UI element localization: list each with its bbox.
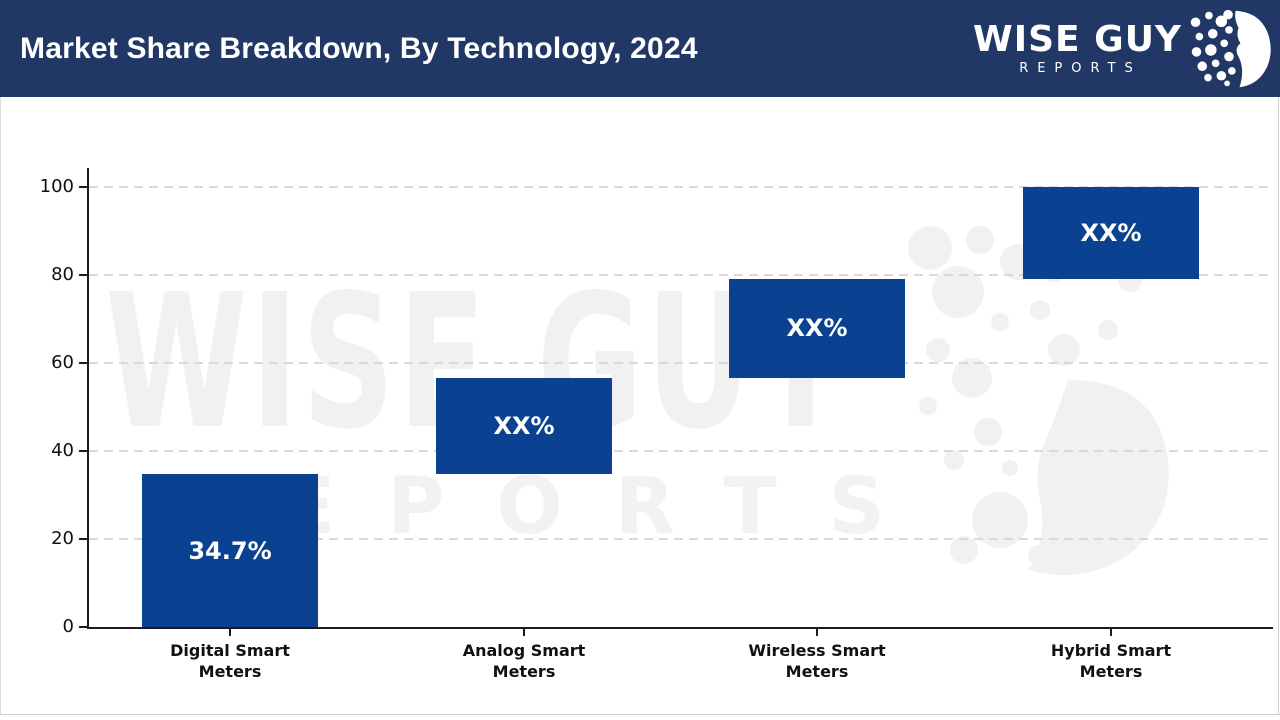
- y-tick-label-100: 100: [39, 176, 74, 197]
- x-tick-2: [816, 629, 818, 636]
- category-label-line: Meters: [492, 662, 556, 681]
- y-tick-label-0: 0: [62, 616, 74, 637]
- category-label-3: Hybrid Smart Meters: [1001, 640, 1221, 682]
- bar-digital-smart-meters: 34.7%: [142, 474, 318, 627]
- category-label-line: Wireless Smart: [748, 641, 886, 660]
- y-tick-100: [79, 186, 87, 188]
- x-tick-3: [1110, 629, 1112, 636]
- category-label-1: Analog Smart Meters: [414, 640, 634, 682]
- bar-value-label: XX%: [1080, 218, 1142, 247]
- y-tick-label-40: 40: [51, 440, 74, 461]
- y-axis: [87, 168, 89, 629]
- x-tick-1: [523, 629, 525, 636]
- page-title: Market Share Breakdown, By Technology, 2…: [20, 31, 698, 65]
- category-label-line: Meters: [1079, 662, 1143, 681]
- y-tick-80: [79, 274, 87, 276]
- frame-border-left: [0, 97, 1, 715]
- brand-logo-subtitle: REPORTS: [1019, 60, 1142, 76]
- category-label-0: Digital Smart Meters: [120, 640, 340, 682]
- bar-wireless-smart-meters: XX%: [729, 278, 905, 378]
- gridline-100: [89, 186, 1273, 188]
- gridline-40: [89, 450, 1273, 452]
- frame-border-bottom: [0, 714, 1280, 715]
- y-tick-label-60: 60: [51, 352, 74, 373]
- brand-logo: WISE GUY REPORTS: [973, 0, 1272, 97]
- brand-logo-name: WISE GUY: [972, 18, 1182, 60]
- y-tick-40: [79, 450, 87, 452]
- gridline-60: [89, 362, 1273, 364]
- y-tick-20: [79, 538, 87, 540]
- bar-hybrid-smart-meters: XX%: [1023, 187, 1199, 279]
- brand-logo-text: WISE GUY REPORTS: [972, 18, 1182, 76]
- category-label-line: Digital Smart: [170, 641, 290, 660]
- y-tick-label-20: 20: [51, 528, 74, 549]
- bar-analog-smart-meters: XX%: [436, 377, 612, 475]
- y-tick-label-80: 80: [51, 264, 74, 285]
- category-label-line: Meters: [198, 662, 262, 681]
- gridline-20: [89, 538, 1273, 540]
- category-label-line: Hybrid Smart: [1050, 641, 1172, 660]
- header-bar: Market Share Breakdown, By Technology, 2…: [0, 0, 1280, 97]
- category-label-line: Analog Smart: [462, 641, 586, 660]
- x-axis: [87, 627, 1273, 629]
- y-tick-0: [79, 626, 87, 628]
- category-label-line: Meters: [785, 662, 849, 681]
- frame-border-right: [1278, 97, 1279, 715]
- bar-value-label: XX%: [786, 314, 848, 343]
- category-label-2: Wireless Smart Meters: [707, 640, 927, 682]
- gridline-80: [89, 274, 1273, 276]
- face-profile-logo-icon: [1190, 9, 1271, 87]
- x-tick-0: [229, 629, 231, 636]
- bar-value-label: XX%: [493, 412, 555, 441]
- y-tick-60: [79, 362, 87, 364]
- bar-value-label: 34.7%: [188, 536, 272, 565]
